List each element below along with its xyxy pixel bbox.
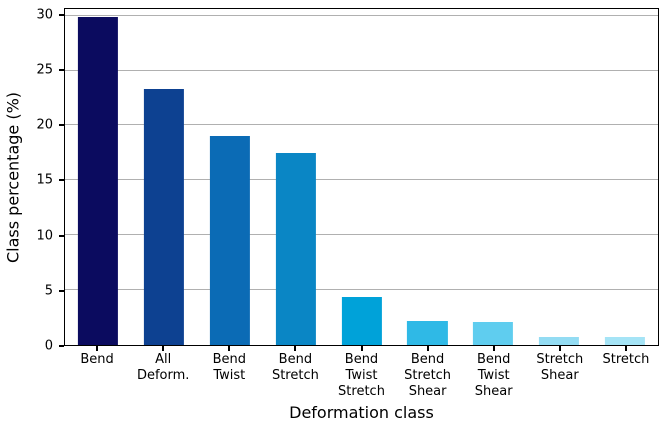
bar-bend-twist-shear	[473, 321, 514, 345]
x-tick-label-bend-twist: Bend Twist	[212, 352, 246, 383]
bar-slot-stretch-shear	[526, 9, 592, 345]
bar-stretch	[604, 337, 646, 345]
bar-slot-bend-twist-stretch	[329, 9, 395, 345]
x-tick-label-all-deform: All Deform.	[136, 352, 190, 383]
y-tick-mark-0	[59, 345, 64, 347]
x-axis-tick-marks	[64, 346, 659, 351]
x-tick-mark-bend	[96, 346, 99, 351]
bar-slot-all-deform	[131, 9, 197, 345]
gridline-25	[65, 69, 658, 71]
gridline-20	[65, 124, 658, 126]
x-tick-label-bend-twist-stretch: Bend Twist Stretch	[338, 352, 385, 399]
y-axis-ticks: 0 5 10 15 20 25 30	[0, 7, 64, 354]
y-tick-label-5: 5	[44, 283, 53, 299]
y-tick-label-10: 10	[36, 228, 53, 244]
x-axis-tick-labels: Bend All Deform. Bend Twist Bend Stretch Ben…	[64, 352, 659, 400]
x-tick-label-stretch-shear: Stretch Shear	[536, 352, 584, 383]
y-tick-label-20: 20	[36, 117, 53, 133]
gridline-15	[65, 179, 658, 181]
y-tick-mark-5	[59, 289, 64, 292]
bar-bend-twist-stretch	[341, 296, 382, 345]
x-tick-mark-bend-twist-shear	[492, 346, 495, 351]
x-tick-mark-bend-stretch	[294, 346, 297, 351]
y-tick-mark-20	[59, 124, 64, 127]
y-tick-mark-10	[59, 234, 64, 237]
bar-bend-stretch-shear	[407, 320, 448, 345]
bar-stretch-shear	[539, 337, 580, 345]
bar-slot-stretch	[592, 9, 658, 345]
plot-area	[64, 8, 659, 346]
x-tick-label-stretch: Stretch	[602, 352, 650, 367]
bar-slot-bend-stretch	[263, 9, 329, 345]
gridline-10	[65, 234, 658, 236]
x-tick-mark-all-deform	[162, 346, 165, 351]
x-tick-label-bend: Bend	[80, 352, 114, 367]
x-tick-mark-bend-twist-stretch	[360, 346, 363, 351]
gridlines	[65, 9, 658, 345]
gridline-30	[65, 14, 658, 16]
x-tick-label-bend-stretch-shear: Bend Stretch Shear	[404, 352, 452, 399]
x-tick-label-bend-stretch: Bend Stretch	[271, 352, 319, 383]
x-tick-mark-stretch	[624, 346, 627, 351]
bar-bend	[77, 16, 119, 345]
bar-all-deform	[143, 89, 184, 345]
y-tick-mark-25	[59, 68, 64, 71]
x-tick-mark-bend-stretch-shear	[426, 346, 429, 351]
y-tick-label-15: 15	[36, 172, 53, 188]
bar-slot-bend	[65, 9, 131, 345]
bar-series	[65, 9, 658, 345]
y-tick-mark-30	[59, 13, 64, 16]
x-tick-mark-stretch-shear	[558, 346, 561, 351]
x-tick-mark-bend-twist	[228, 346, 231, 351]
y-tick-label-0: 0	[44, 338, 53, 354]
y-tick-mark-15	[59, 179, 64, 182]
bar-bend-twist	[209, 136, 250, 345]
x-tick-label-bend-twist-shear: Bend Twist Shear	[474, 352, 513, 399]
y-tick-label-25: 25	[36, 62, 53, 78]
bar-bend-stretch	[275, 152, 316, 345]
gridline-5	[65, 289, 658, 291]
bar-slot-bend-twist-shear	[460, 9, 526, 345]
y-tick-label-30: 30	[36, 7, 53, 23]
bar-slot-bend-twist	[197, 9, 263, 345]
x-axis-title: Deformation class	[289, 403, 434, 422]
bar-slot-bend-stretch-shear	[394, 9, 460, 345]
